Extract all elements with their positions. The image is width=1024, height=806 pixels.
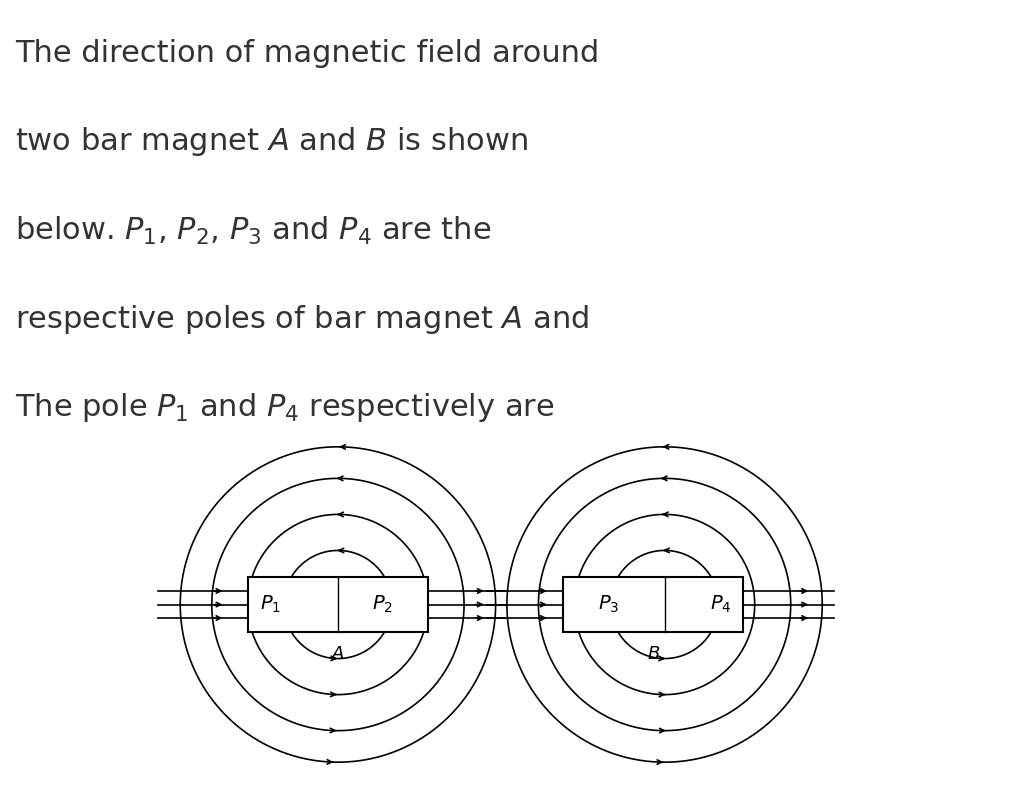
Text: respective poles of bar magnet $A$ and: respective poles of bar magnet $A$ and	[14, 303, 589, 335]
Text: $P_1$: $P_1$	[260, 594, 281, 615]
Text: B: B	[647, 645, 659, 663]
Text: two bar magnet $A$ and $B$ is shown: two bar magnet $A$ and $B$ is shown	[14, 126, 527, 158]
Text: $P_4$: $P_4$	[710, 594, 732, 615]
Text: A: A	[332, 645, 344, 663]
FancyBboxPatch shape	[248, 577, 428, 632]
Text: below. $P_1$, $P_2$, $P_3$ and $P_4$ are the: below. $P_1$, $P_2$, $P_3$ and $P_4$ are…	[14, 214, 490, 247]
FancyBboxPatch shape	[563, 577, 743, 632]
Text: $P_2$: $P_2$	[373, 594, 393, 615]
Text: The direction of magnetic field around: The direction of magnetic field around	[14, 39, 599, 68]
Text: The pole $P_1$ and $P_4$ respectively are: The pole $P_1$ and $P_4$ respectively ar…	[14, 392, 554, 424]
Text: $P_3$: $P_3$	[598, 594, 618, 615]
